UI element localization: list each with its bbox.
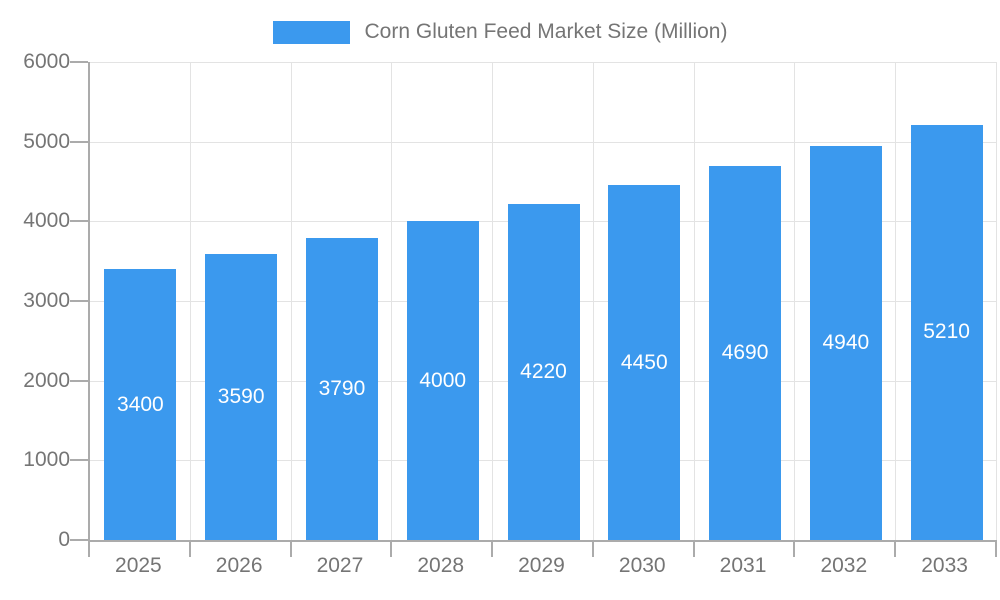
gridline-horizontal [90, 62, 997, 63]
y-axis-tick-mark [70, 459, 88, 462]
x-axis-label: 2031 [719, 554, 767, 577]
x-axis-tick-mark [692, 542, 695, 557]
y-axis-tick-mark [70, 379, 88, 382]
gridline-vertical [794, 62, 796, 540]
bar-value-label: 4940 [822, 331, 870, 355]
y-axis-tick-label: 0 [58, 528, 70, 551]
bar-value-label: 4690 [721, 341, 769, 365]
gridline-vertical [290, 62, 292, 540]
y-axis-tick-label: 3000 [23, 289, 70, 312]
bar-value-label: 4220 [520, 359, 567, 383]
bar-value-label: 4450 [620, 350, 668, 374]
x-axis-tick-mark [390, 542, 393, 557]
y-axis-tick-mark [70, 539, 88, 541]
bar-2030[interactable]: 4450 [608, 185, 681, 540]
x-axis-label: 2029 [518, 554, 565, 577]
x-axis-label: 2030 [618, 554, 666, 577]
bar-value-label: 5210 [923, 320, 970, 344]
y-axis-tick-label: 6000 [23, 50, 70, 73]
x-axis-label: 2026 [215, 554, 263, 577]
x-axis-tick-mark [894, 542, 897, 557]
x-axis-tick-mark [591, 542, 594, 557]
x-axis-label: 2025 [115, 554, 162, 577]
x-axis-label: 2028 [417, 554, 465, 577]
gridline-vertical [189, 62, 191, 540]
x-axis-tick-mark [793, 542, 796, 557]
x-axis-tick-mark [88, 542, 90, 557]
y-axis-tick-mark [70, 61, 88, 63]
bar-2029[interactable]: 4220 [507, 203, 580, 540]
bar-2026[interactable]: 3590 [205, 254, 278, 540]
bar-2025[interactable]: 3400 [104, 269, 177, 540]
y-axis-tick-mark [70, 140, 88, 143]
gridline-vertical [996, 62, 997, 540]
bar-value-label: 3590 [217, 385, 265, 408]
bar-value-label: 4000 [419, 368, 467, 392]
plot-area: 3400 3590 3790 4000 4220 4450 4690 4940 5210 [88, 62, 997, 542]
gridline-horizontal [90, 141, 997, 143]
bar-2028[interactable]: 4000 [406, 221, 479, 540]
x-axis-tick-mark [995, 542, 997, 557]
gridline-vertical [391, 62, 393, 540]
x-axis-tick-mark [289, 542, 292, 557]
gridline-vertical [492, 62, 494, 540]
y-axis-tick-label: 4000 [23, 209, 70, 233]
y-axis-tick-label: 5000 [23, 129, 70, 153]
gridline-vertical [592, 62, 594, 540]
bar-2027[interactable]: 3790 [305, 238, 378, 540]
legend[interactable]: Corn Gluten Feed Market Size (Million) [0, 20, 1000, 44]
x-axis-label: 2027 [316, 554, 364, 577]
x-axis-tick-mark [491, 542, 494, 557]
x-axis-tick-mark [188, 542, 191, 557]
y-axis-tick-label: 2000 [23, 368, 70, 392]
bar-2032[interactable]: 4940 [809, 146, 882, 540]
x-axis-label: 2032 [820, 554, 868, 577]
bar-2031[interactable]: 4690 [709, 166, 782, 540]
x-axis-label: 2033 [921, 554, 968, 577]
legend-label: Corn Gluten Feed Market Size (Million) [364, 20, 728, 43]
bar-value-label: 3400 [117, 392, 164, 416]
y-axis-tick-mark [70, 220, 88, 223]
legend-swatch [272, 20, 350, 44]
bar-2033[interactable]: 5210 [910, 124, 983, 540]
gridline-vertical [895, 62, 897, 540]
bar-value-label: 3790 [318, 377, 366, 401]
gridline-vertical [693, 62, 695, 540]
y-axis-tick-mark [70, 300, 88, 302]
y-axis-tick-label: 1000 [23, 448, 70, 472]
